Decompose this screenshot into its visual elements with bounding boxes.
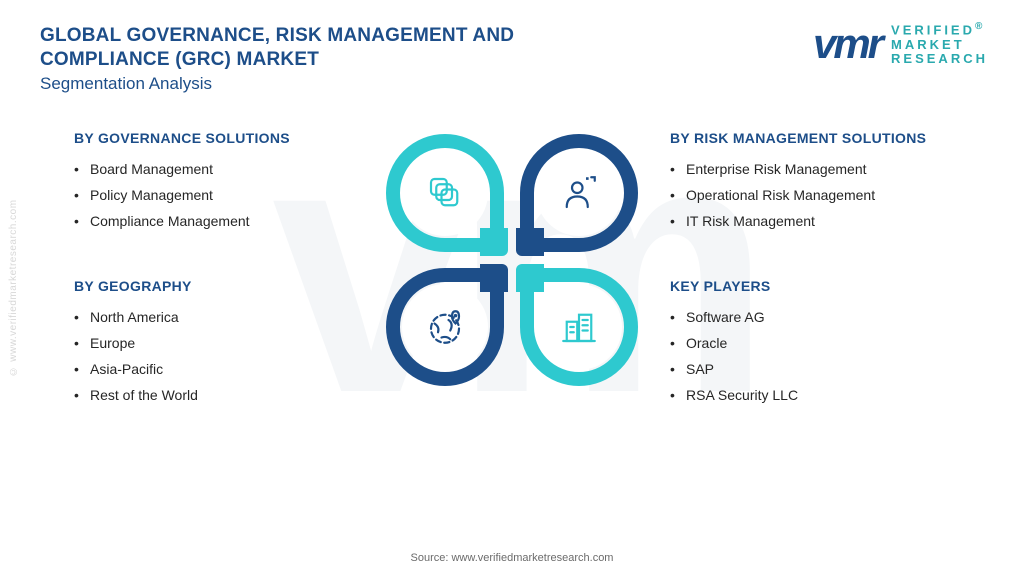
segment-title: BY GOVERNANCE SOLUTIONS <box>74 130 354 146</box>
layers-icon <box>424 172 466 214</box>
list-item: Operational Risk Management <box>670 182 950 208</box>
segment-governance: BY GOVERNANCE SOLUTIONS Board Management… <box>74 130 354 234</box>
list-item: SAP <box>670 356 950 382</box>
list-item: Oracle <box>670 330 950 356</box>
list-item: Compliance Management <box>74 208 354 234</box>
logo-text: VERIFIED® MARKET RESEARCH <box>891 21 988 66</box>
list-item: Europe <box>74 330 354 356</box>
building-icon <box>558 306 600 348</box>
segment-list: North America Europe Asia-Pacific Rest o… <box>74 304 354 408</box>
segment-title: BY RISK MANAGEMENT SOLUTIONS <box>670 130 950 146</box>
title-line-2: COMPLIANCE (GRC) MARKET <box>40 49 319 70</box>
globe-icon <box>424 306 466 348</box>
segment-list: Board Management Policy Management Compl… <box>74 156 354 234</box>
list-item: IT Risk Management <box>670 208 950 234</box>
segment-risk: BY RISK MANAGEMENT SOLUTIONS Enterprise … <box>670 130 950 234</box>
list-item: Asia-Pacific <box>74 356 354 382</box>
left-column: BY GOVERNANCE SOLUTIONS Board Management… <box>74 130 354 408</box>
list-item: Software AG <box>670 304 950 330</box>
list-item: Board Management <box>74 156 354 182</box>
main-content: BY GOVERNANCE SOLUTIONS Board Management… <box>0 130 1024 408</box>
segment-list: Software AG Oracle SAP RSA Security LLC <box>670 304 950 408</box>
list-item: Rest of the World <box>74 382 354 408</box>
person-icon <box>558 172 600 214</box>
segment-title: BY GEOGRAPHY <box>74 278 354 294</box>
center-diagram <box>382 130 642 390</box>
title-line-1: GLOBAL GOVERNANCE, RISK MANAGEMENT AND <box>40 25 514 46</box>
brand-logo: vmr VERIFIED® MARKET RESEARCH <box>813 20 988 68</box>
page-subtitle: Segmentation Analysis <box>40 74 514 94</box>
segment-title: KEY PLAYERS <box>670 278 950 294</box>
list-item: RSA Security LLC <box>670 382 950 408</box>
logo-mark: vmr <box>813 20 881 68</box>
segment-list: Enterprise Risk Management Operational R… <box>670 156 950 234</box>
segment-players: KEY PLAYERS Software AG Oracle SAP RSA S… <box>670 278 950 408</box>
segment-geography: BY GEOGRAPHY North America Europe Asia-P… <box>74 278 354 408</box>
petal-geography <box>386 268 504 386</box>
list-item: Enterprise Risk Management <box>670 156 950 182</box>
header: GLOBAL GOVERNANCE, RISK MANAGEMENT AND C… <box>40 24 514 94</box>
petal-players <box>520 268 638 386</box>
petal-governance <box>386 134 504 252</box>
page-title: GLOBAL GOVERNANCE, RISK MANAGEMENT AND C… <box>40 24 514 72</box>
source-attribution: Source: www.verifiedmarketresearch.com <box>411 552 614 564</box>
list-item: Policy Management <box>74 182 354 208</box>
list-item: North America <box>74 304 354 330</box>
right-column: BY RISK MANAGEMENT SOLUTIONS Enterprise … <box>670 130 950 408</box>
petal-risk <box>520 134 638 252</box>
